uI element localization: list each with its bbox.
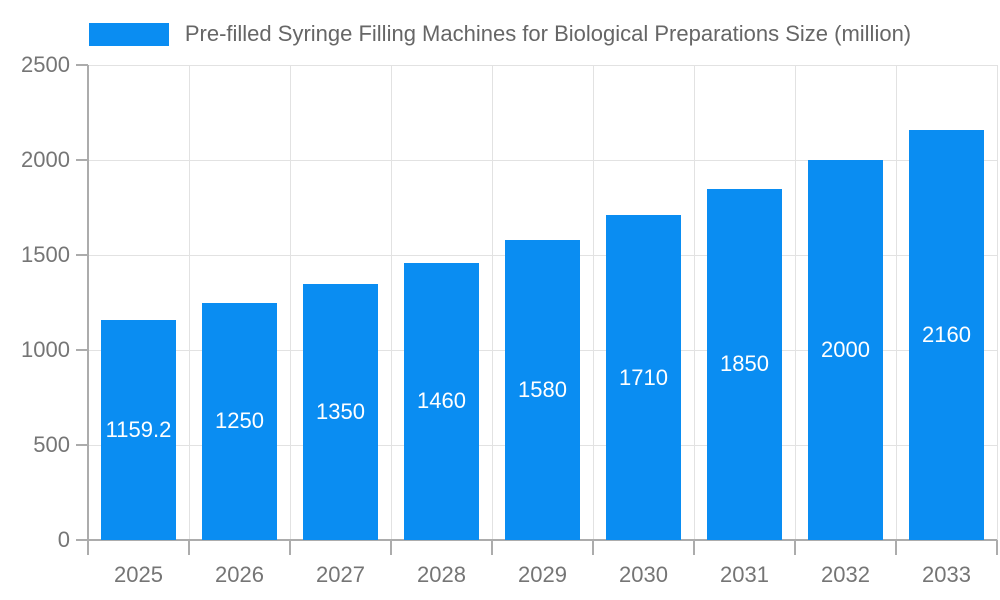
x-axis-tick [794,540,796,555]
bar-value-label: 2000 [821,337,870,362]
bar-2031[interactable]: 1850 [707,188,782,540]
y-tick-label: 1500 [21,242,70,267]
gridline-vertical [996,65,998,540]
x-tick-label: 2031 [720,562,769,587]
bar-value-label: 1159.2 [105,416,172,442]
x-tick-label: 2030 [619,562,668,587]
x-axis-line [88,539,997,541]
y-axis-line [87,65,89,540]
x-axis-tick [188,540,190,555]
bar-2027[interactable]: 1350 [303,283,378,540]
bar-value-label: 1350 [316,398,365,424]
gridline-vertical [794,65,796,540]
x-axis-tick [996,540,998,555]
x-tick-label: 2025 [114,562,163,587]
bar-value-label: 1580 [518,376,567,402]
bar-2026[interactable]: 1250 [202,302,277,540]
y-tick-label: 2500 [21,52,70,77]
bar-2032[interactable]: 2000 [808,160,883,540]
x-tick-label: 2029 [518,562,567,587]
x-axis-tick [289,540,291,555]
bar-2029[interactable]: 1580 [505,239,580,540]
x-tick-label: 2027 [316,562,365,587]
gridline-vertical [491,65,493,540]
x-axis-tick [592,540,594,555]
bar-value-label: 1250 [215,408,264,434]
x-axis-tick [895,540,897,555]
y-axis-tick [76,159,88,161]
y-tick-label: 2000 [21,147,70,172]
y-axis-tick [76,349,88,351]
x-tick-label: 2033 [922,562,971,587]
y-axis-tick [76,444,88,446]
x-axis-tick [693,540,695,555]
legend-label: Pre-filled Syringe Filling Machines for … [184,21,912,46]
gridline-vertical [289,65,291,540]
y-axis-tick [76,64,88,66]
legend-swatch [88,22,169,46]
x-axis-tick [491,540,493,555]
x-axis-tick [390,540,392,555]
x-tick-label: 2026 [215,562,264,587]
y-axis-tick [76,254,88,256]
gridline-vertical [693,65,695,540]
x-tick-label: 2032 [821,562,870,587]
x-axis-tick [87,540,89,555]
gridline-horizontal [88,159,997,161]
y-axis-tick [76,539,88,541]
bar-2028[interactable]: 1460 [404,262,479,540]
gridline-vertical [895,65,897,540]
bar-2030[interactable]: 1710 [606,215,681,540]
gridline-vertical [592,65,594,540]
bar-2033[interactable]: 2160 [909,129,984,540]
bar-value-label: 1710 [619,364,668,390]
y-tick-label: 0 [57,527,70,552]
gridline-vertical [390,65,392,540]
x-tick-label: 2028 [417,562,466,587]
gridline-vertical [188,65,190,540]
bar-value-label: 1460 [417,388,466,414]
y-tick-label: 500 [33,432,70,457]
gridline-horizontal [88,64,997,66]
chart-legend[interactable]: Pre-filled Syringe Filling Machines for … [0,21,1000,47]
bar-value-label: 1850 [720,351,769,377]
bar-2025[interactable]: 1159.2 [101,319,176,540]
bar-value-label: 2160 [922,321,971,347]
y-tick-label: 1000 [21,337,70,362]
